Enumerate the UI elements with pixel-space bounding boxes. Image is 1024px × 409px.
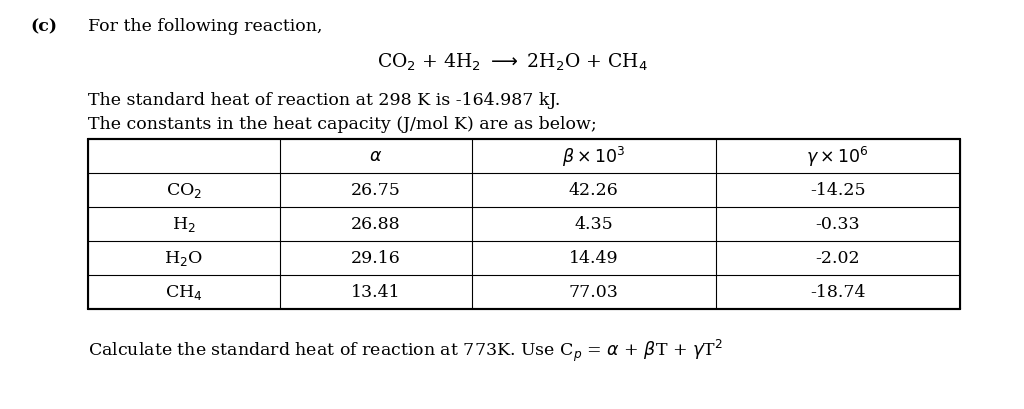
Text: -0.33: -0.33 (815, 216, 860, 233)
Text: The constants in the heat capacity (J/mol K) are as below;: The constants in the heat capacity (J/mo… (88, 116, 597, 133)
Text: $\gamma\times 10^6$: $\gamma\times 10^6$ (807, 145, 869, 169)
Text: $\alpha$: $\alpha$ (370, 148, 382, 165)
Text: -18.74: -18.74 (810, 284, 865, 301)
Text: H$_2$O: H$_2$O (165, 249, 204, 268)
Text: 14.49: 14.49 (569, 250, 618, 267)
Text: -2.02: -2.02 (815, 250, 860, 267)
Text: (c): (c) (30, 18, 57, 35)
Text: 4.35: 4.35 (574, 216, 613, 233)
Text: 26.88: 26.88 (351, 216, 400, 233)
Text: CO$_2$: CO$_2$ (166, 181, 202, 200)
Text: Calculate the standard heat of reaction at 773K. Use C$_p$ = $\alpha$ + $\beta$T: Calculate the standard heat of reaction … (88, 337, 723, 364)
Text: For the following reaction,: For the following reaction, (88, 18, 323, 35)
Text: CH$_4$: CH$_4$ (165, 283, 203, 302)
Text: 29.16: 29.16 (351, 250, 400, 267)
Text: -14.25: -14.25 (810, 182, 865, 199)
Text: 13.41: 13.41 (351, 284, 400, 301)
Text: 77.03: 77.03 (568, 284, 618, 301)
Text: H$_2$: H$_2$ (172, 215, 196, 234)
Text: $\beta\times 10^3$: $\beta\times 10^3$ (562, 145, 626, 169)
Text: 42.26: 42.26 (569, 182, 618, 199)
Text: CO$_2$ + 4H$_2$ $\longrightarrow$ 2H$_2$O + CH$_4$: CO$_2$ + 4H$_2$ $\longrightarrow$ 2H$_2$… (377, 52, 647, 73)
Text: 26.75: 26.75 (351, 182, 400, 199)
Text: The standard heat of reaction at 298 K is -164.987 kJ.: The standard heat of reaction at 298 K i… (88, 92, 560, 109)
